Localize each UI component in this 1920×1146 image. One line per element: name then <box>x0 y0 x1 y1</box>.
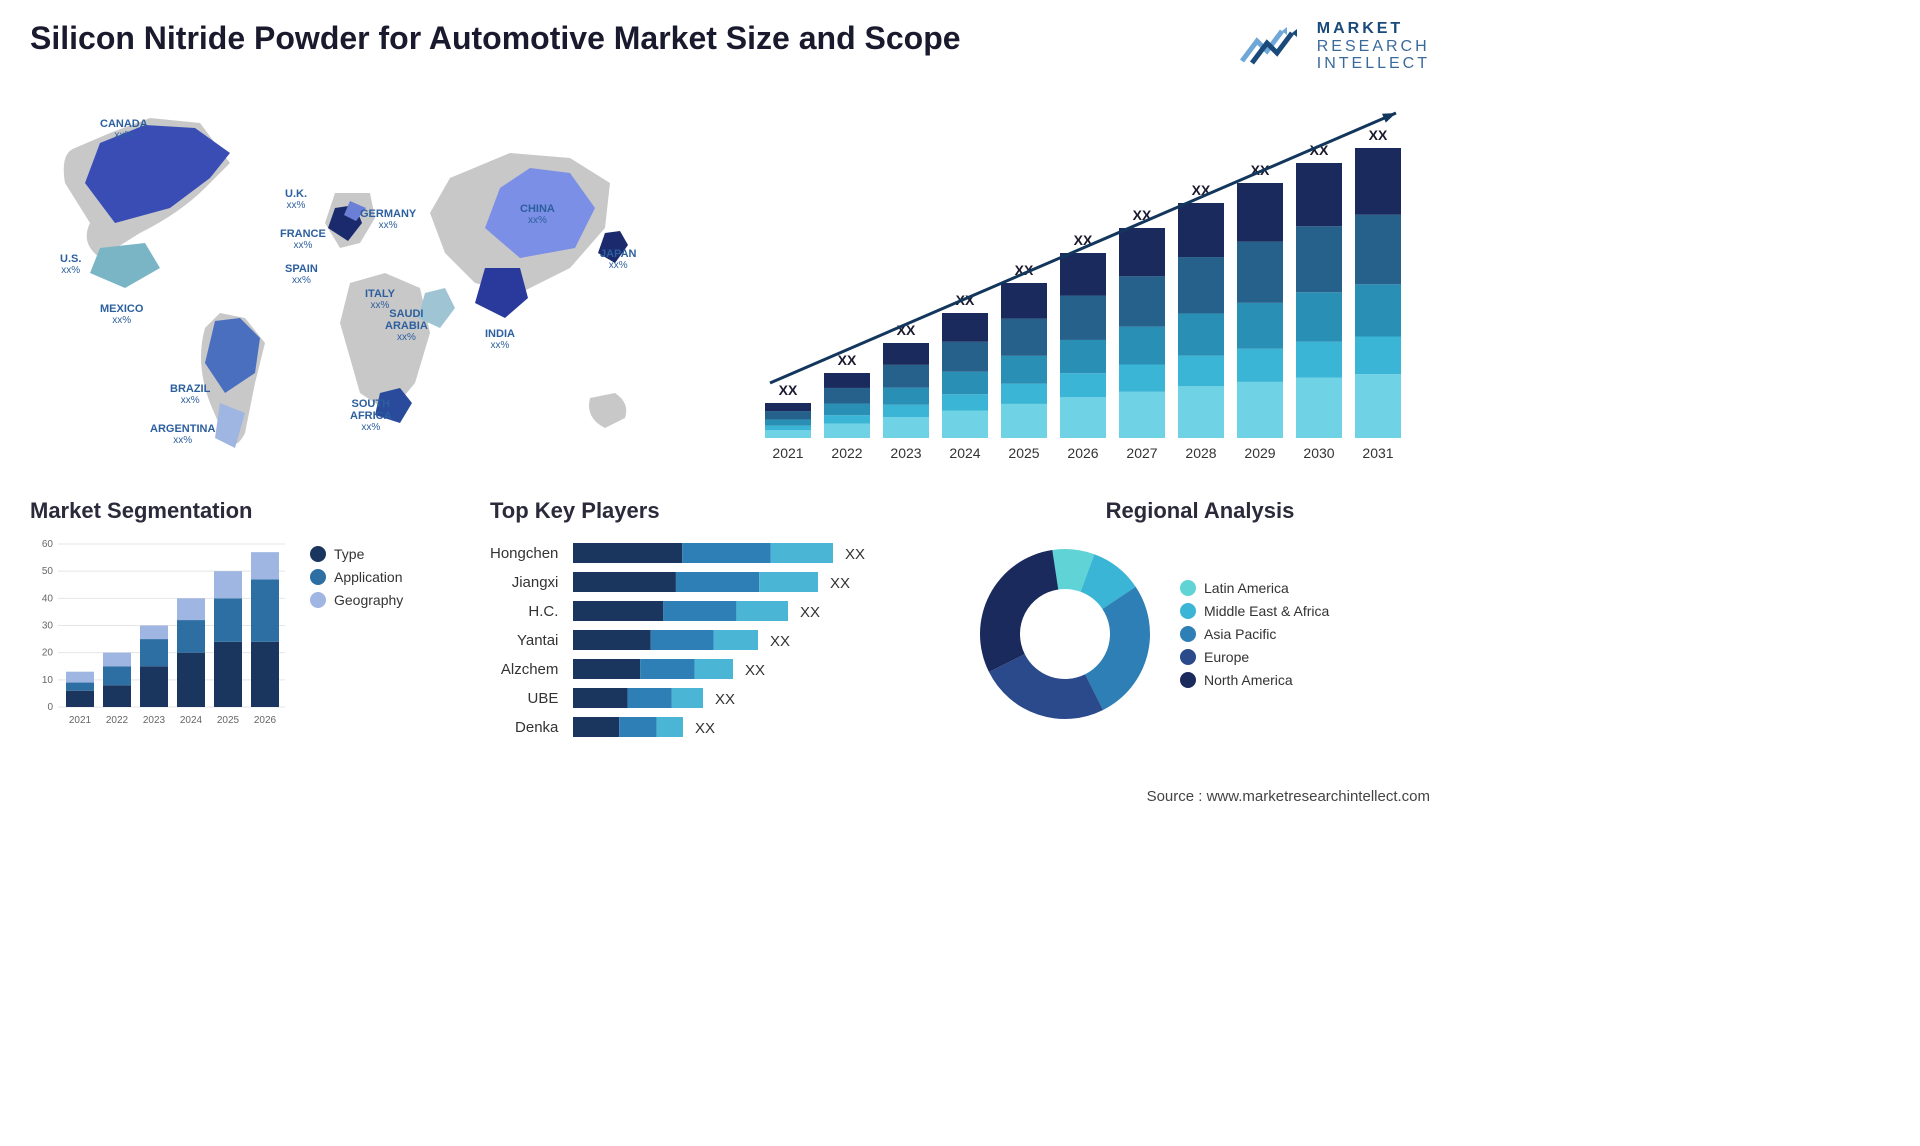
map-label-india: INDIAxx% <box>485 328 515 351</box>
svg-text:2023: 2023 <box>890 445 921 461</box>
map-label-china: CHINAxx% <box>520 203 555 226</box>
map-label-southafrica: SOUTHAFRICAxx% <box>350 398 392 433</box>
players-content: HongchenJiangxiH.C.YantaiAlzchemUBEDenka… <box>490 539 940 744</box>
svg-text:2024: 2024 <box>180 715 203 726</box>
logo-icon <box>1237 21 1307 71</box>
map-label-canada: CANADAxx% <box>100 118 148 141</box>
map-label-us: U.S.xx% <box>60 253 81 276</box>
player-label: H.C. <box>490 597 558 626</box>
map-label-argentina: ARGENTINAxx% <box>150 423 215 446</box>
logo-line1: MARKET <box>1317 20 1430 38</box>
svg-text:XX: XX <box>1369 127 1388 143</box>
svg-text:XX: XX <box>845 546 865 563</box>
source-text: Source : www.marketresearchintellect.com <box>1147 788 1430 805</box>
svg-text:2027: 2027 <box>1126 445 1157 461</box>
segmentation-legend: Type Application Geography <box>310 539 403 729</box>
svg-text:2025: 2025 <box>1008 445 1039 461</box>
players-title: Top Key Players <box>490 498 940 524</box>
segmentation-legend-item: Geography <box>310 592 403 608</box>
player-label: Alzchem <box>490 655 558 684</box>
player-label: UBE <box>490 684 558 713</box>
svg-text:10: 10 <box>42 675 54 686</box>
page-title: Silicon Nitride Powder for Automotive Ma… <box>30 20 961 57</box>
map-label-spain: SPAINxx% <box>285 263 318 286</box>
svg-text:20: 20 <box>42 647 54 658</box>
svg-text:50: 50 <box>42 566 54 577</box>
player-label: Denka <box>490 713 558 742</box>
segmentation-legend-item: Application <box>310 569 403 585</box>
logo-line2: RESEARCH <box>1317 38 1430 56</box>
svg-text:XX: XX <box>695 720 715 737</box>
player-label: Jiangxi <box>490 568 558 597</box>
svg-text:2028: 2028 <box>1185 445 1216 461</box>
svg-text:60: 60 <box>42 539 54 550</box>
segmentation-title: Market Segmentation <box>30 498 460 524</box>
svg-text:2031: 2031 <box>1362 445 1393 461</box>
bottom-row: Market Segmentation 0 10 20 30 40 50 60 2021 202… <box>30 498 1430 744</box>
map-label-germany: GERMANYxx% <box>360 208 416 231</box>
regional-block: Regional Analysis Latin America Middle Ea… <box>970 498 1430 744</box>
brand-logo: MARKET RESEARCH INTELLECT <box>1237 20 1430 73</box>
segmentation-content: 0 10 20 30 40 50 60 2021 2022 2023 2024 2025 2026 Ty… <box>30 539 460 729</box>
svg-text:2030: 2030 <box>1303 445 1334 461</box>
header: Silicon Nitride Powder for Automotive Ma… <box>30 20 1430 73</box>
regional-content: Latin America Middle East & Africa Asia Pa… <box>970 539 1430 729</box>
regional-legend: Latin America Middle East & Africa Asia Pa… <box>1180 573 1329 695</box>
map-label-saudiarabia: SAUDIARABIAxx% <box>385 308 428 343</box>
svg-text:40: 40 <box>42 593 54 604</box>
world-map: CANADAxx% U.S.xx% MEXICOxx% BRAZILxx% ARGENT… <box>30 93 710 473</box>
regional-legend-item: Middle East & Africa <box>1180 603 1329 619</box>
regional-legend-item: Asia Pacific <box>1180 626 1329 642</box>
logo-line3: INTELLECT <box>1317 55 1430 73</box>
svg-text:2024: 2024 <box>949 445 980 461</box>
svg-text:2026: 2026 <box>1067 445 1098 461</box>
map-label-france: FRANCExx% <box>280 228 326 251</box>
logo-text: MARKET RESEARCH INTELLECT <box>1317 20 1430 73</box>
map-label-brazil: BRAZILxx% <box>170 383 210 406</box>
regional-title: Regional Analysis <box>970 498 1430 524</box>
segmentation-chart: 0 10 20 30 40 50 60 2021 2022 2023 2024 2025 2026 <box>30 539 290 729</box>
svg-text:2025: 2025 <box>217 715 240 726</box>
svg-text:2022: 2022 <box>831 445 862 461</box>
svg-text:0: 0 <box>47 702 53 713</box>
map-label-uk: U.K.xx% <box>285 188 307 211</box>
svg-text:XX: XX <box>745 662 765 679</box>
map-label-mexico: MEXICOxx% <box>100 303 143 326</box>
players-block: Top Key Players HongchenJiangxiH.C.Yanta… <box>490 498 940 744</box>
svg-text:2023: 2023 <box>143 715 166 726</box>
svg-text:30: 30 <box>42 620 54 631</box>
regional-legend-item: Latin America <box>1180 580 1329 596</box>
regional-legend-item: Europe <box>1180 649 1329 665</box>
svg-text:2029: 2029 <box>1244 445 1275 461</box>
regional-donut <box>970 539 1160 729</box>
svg-text:2026: 2026 <box>254 715 277 726</box>
growth-chart: XX2021XX2022XX2023XX2024XX2025XX2026XX20… <box>750 93 1430 473</box>
top-row: CANADAxx% U.S.xx% MEXICOxx% BRAZILxx% ARGENT… <box>30 93 1430 473</box>
players-chart: XXXXXXXXXXXXXX <box>573 539 903 744</box>
svg-text:XX: XX <box>800 604 820 621</box>
svg-text:2022: 2022 <box>106 715 129 726</box>
map-label-japan: JAPANxx% <box>600 248 636 271</box>
svg-text:XX: XX <box>838 352 857 368</box>
svg-text:XX: XX <box>779 382 798 398</box>
svg-text:2021: 2021 <box>772 445 803 461</box>
svg-text:XX: XX <box>715 691 735 708</box>
player-label: Hongchen <box>490 539 558 568</box>
player-labels: HongchenJiangxiH.C.YantaiAlzchemUBEDenka <box>490 539 558 744</box>
svg-text:XX: XX <box>830 575 850 592</box>
segmentation-legend-item: Type <box>310 546 403 562</box>
svg-text:XX: XX <box>770 633 790 650</box>
svg-text:2021: 2021 <box>69 715 92 726</box>
segmentation-block: Market Segmentation 0 10 20 30 40 50 60 2021 202… <box>30 498 460 744</box>
growth-chart-svg: XX2021XX2022XX2023XX2024XX2025XX2026XX20… <box>750 93 1430 473</box>
regional-legend-item: North America <box>1180 672 1329 688</box>
player-label: Yantai <box>490 626 558 655</box>
